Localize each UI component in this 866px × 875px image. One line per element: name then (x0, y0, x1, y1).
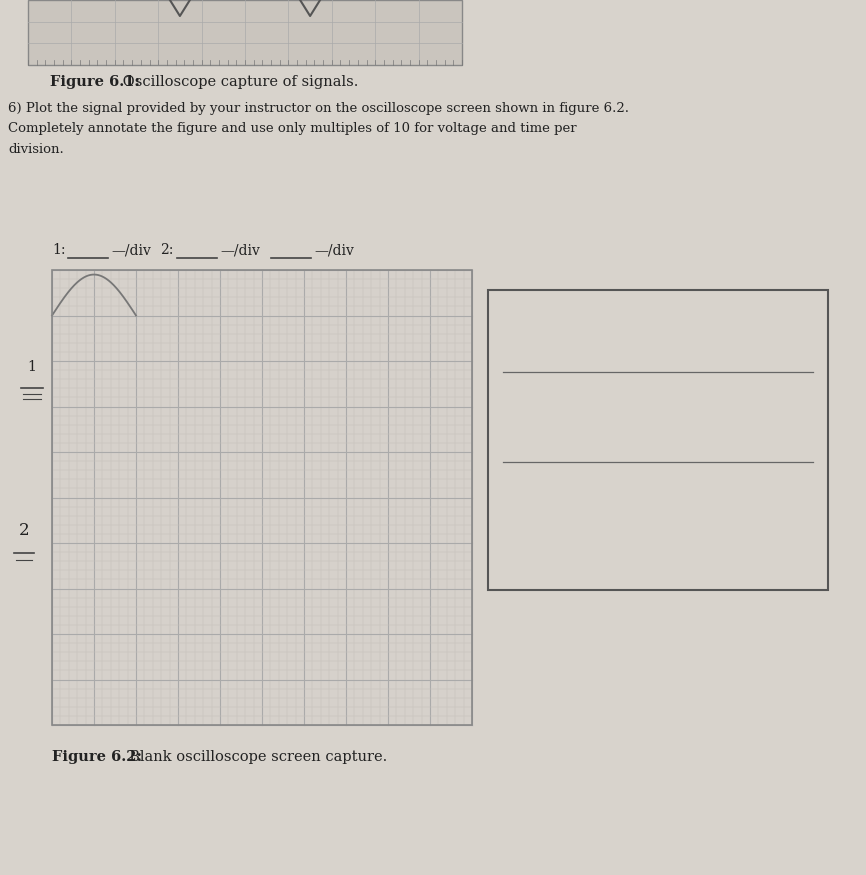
Text: Channel 1: Channel 1 (506, 310, 599, 328)
Text: Figure 6.2:: Figure 6.2: (52, 750, 142, 764)
Text: 3.54(2π·200t) − 1: 3.54(2π·200t) − 1 (506, 438, 637, 453)
Text: 2: 2 (19, 522, 29, 539)
Text: Channel 2: Channel 2 (506, 390, 599, 408)
Text: —/div: —/div (111, 243, 151, 257)
Text: Completely annotate the figure and use only multiples of 10 for voltage and time: Completely annotate the figure and use o… (8, 122, 577, 135)
Text: 2:: 2: (160, 243, 173, 257)
Bar (52, 270, 472, 725)
Bar (52, 270, 472, 725)
Text: 6) Plot the signal provided by your instructor on the oscilloscope screen shown : 6) Plot the signal provided by your inst… (8, 102, 629, 115)
Text: Blank oscilloscope screen capture.: Blank oscilloscope screen capture. (120, 750, 387, 764)
Text: 2sin(2π·100t) − 2: 2sin(2π·100t) − 2 (506, 350, 635, 365)
Text: 1: 1 (28, 360, 36, 374)
Bar (28, 0, 462, 65)
Text: —/div: —/div (314, 243, 354, 257)
FancyBboxPatch shape (488, 290, 828, 590)
Text: —/div: —/div (220, 243, 260, 257)
Text: 1:: 1: (52, 243, 66, 257)
Text: Oscilloscope capture of signals.: Oscilloscope capture of signals. (118, 75, 359, 89)
Text: Figure 6.1:: Figure 6.1: (50, 75, 140, 89)
Text: division.: division. (8, 143, 64, 156)
